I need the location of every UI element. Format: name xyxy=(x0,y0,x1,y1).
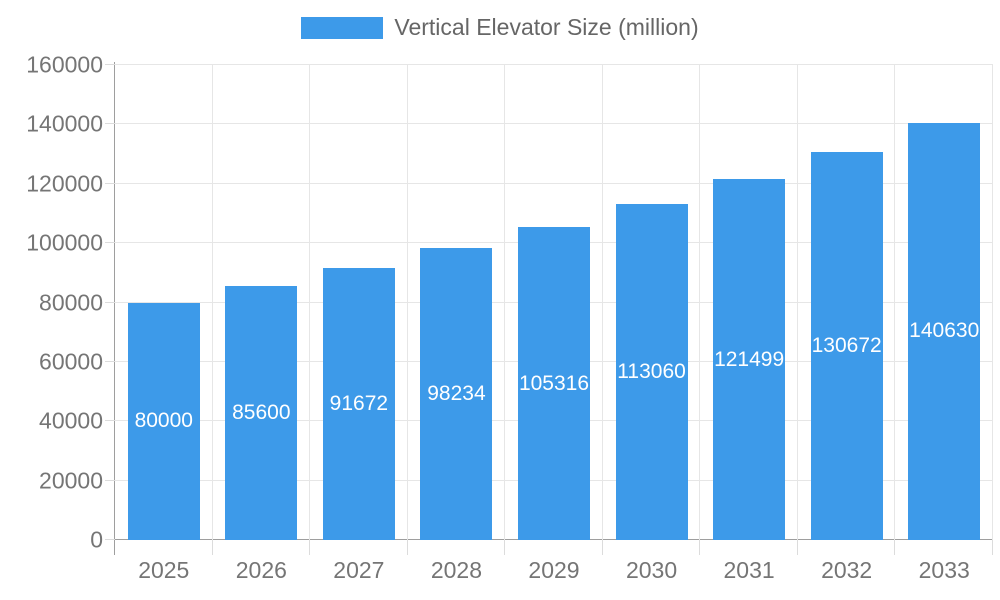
y-axis-tick xyxy=(105,360,115,362)
x-category-label: 2026 xyxy=(235,557,287,583)
y-tick-label: 0 xyxy=(90,526,103,553)
x-category-label: 2032 xyxy=(821,557,873,583)
x-axis-tick xyxy=(406,540,408,555)
y-tick-label: 120000 xyxy=(26,170,103,197)
x-axis-tick xyxy=(894,540,896,555)
y-axis-tick xyxy=(105,420,115,422)
bar: 80000 xyxy=(127,302,200,540)
y-gridline xyxy=(115,182,993,184)
x-gridline xyxy=(211,65,213,540)
y-tick-label: 140000 xyxy=(26,110,103,137)
bar-value-label: 140630 xyxy=(909,319,980,343)
y-tick-label: 20000 xyxy=(39,467,103,494)
x-axis-tick xyxy=(796,540,798,555)
x-gridline xyxy=(894,65,896,540)
x-category-label: 2027 xyxy=(333,557,385,583)
bar-value-label: 121499 xyxy=(714,347,785,371)
y-gridline xyxy=(115,64,993,65)
bar: 98234 xyxy=(420,248,493,540)
y-axis-tick xyxy=(105,242,115,244)
bar: 85600 xyxy=(225,285,298,540)
bar: 91672 xyxy=(322,267,395,540)
bar: 105316 xyxy=(518,227,590,540)
x-category-label: 2030 xyxy=(625,557,678,583)
y-axis-tick xyxy=(105,301,115,303)
y-tick-label: 160000 xyxy=(26,51,103,78)
y-axis-tick xyxy=(105,182,115,184)
legend-swatch-icon xyxy=(301,16,384,39)
bar-value-label: 80000 xyxy=(134,409,193,433)
bar: 130672 xyxy=(810,152,883,540)
y-axis-tick xyxy=(105,64,115,65)
x-axis-tick xyxy=(992,540,993,555)
bar-value-label: 105316 xyxy=(518,371,590,395)
bar-value-label: 98234 xyxy=(427,382,486,406)
bar: 113060 xyxy=(615,204,688,540)
x-gridline xyxy=(796,65,798,540)
bar-value-label: 130672 xyxy=(811,334,882,358)
x-gridline xyxy=(309,65,311,540)
x-gridline xyxy=(504,65,506,540)
x-axis-tick xyxy=(309,540,311,555)
x-category-label: 2031 xyxy=(723,557,775,583)
y-axis-line xyxy=(114,62,115,555)
y-axis-tick xyxy=(105,123,115,125)
y-axis-tick xyxy=(105,539,115,540)
x-gridline xyxy=(699,65,701,540)
x-axis-tick xyxy=(504,540,506,555)
plot-area: 80000 85600 91672 98234 105316 113060 121499 13… xyxy=(115,64,993,540)
legend-label: Vertical Elevator Size (million) xyxy=(394,14,699,40)
y-tick-label: 100000 xyxy=(26,229,103,256)
y-tick-label: 60000 xyxy=(39,348,103,375)
x-axis-tick xyxy=(601,540,603,555)
bar-value-label: 85600 xyxy=(232,400,291,424)
x-category-label: 2025 xyxy=(138,557,190,583)
x-category-label: 2028 xyxy=(430,557,483,583)
y-tick-label: 40000 xyxy=(39,407,103,434)
bar-value-label: 91672 xyxy=(329,391,389,415)
x-gridline xyxy=(992,65,993,540)
bar: 121499 xyxy=(713,179,786,540)
bar: 140630 xyxy=(908,122,981,540)
x-category-label: 2033 xyxy=(918,557,970,583)
x-category-label: 2029 xyxy=(528,557,580,583)
bar-value-label: 113060 xyxy=(617,360,686,384)
y-gridline xyxy=(115,123,993,125)
x-axis-tick xyxy=(699,540,701,555)
legend-item[interactable]: Vertical Elevator Size (million) xyxy=(301,14,699,41)
y-tick-label: 80000 xyxy=(39,289,103,315)
x-gridline xyxy=(601,65,603,540)
y-axis-tick xyxy=(105,479,115,481)
x-gridline xyxy=(406,65,408,540)
x-axis-tick xyxy=(211,540,213,555)
legend: Vertical Elevator Size (million) xyxy=(0,14,1000,41)
